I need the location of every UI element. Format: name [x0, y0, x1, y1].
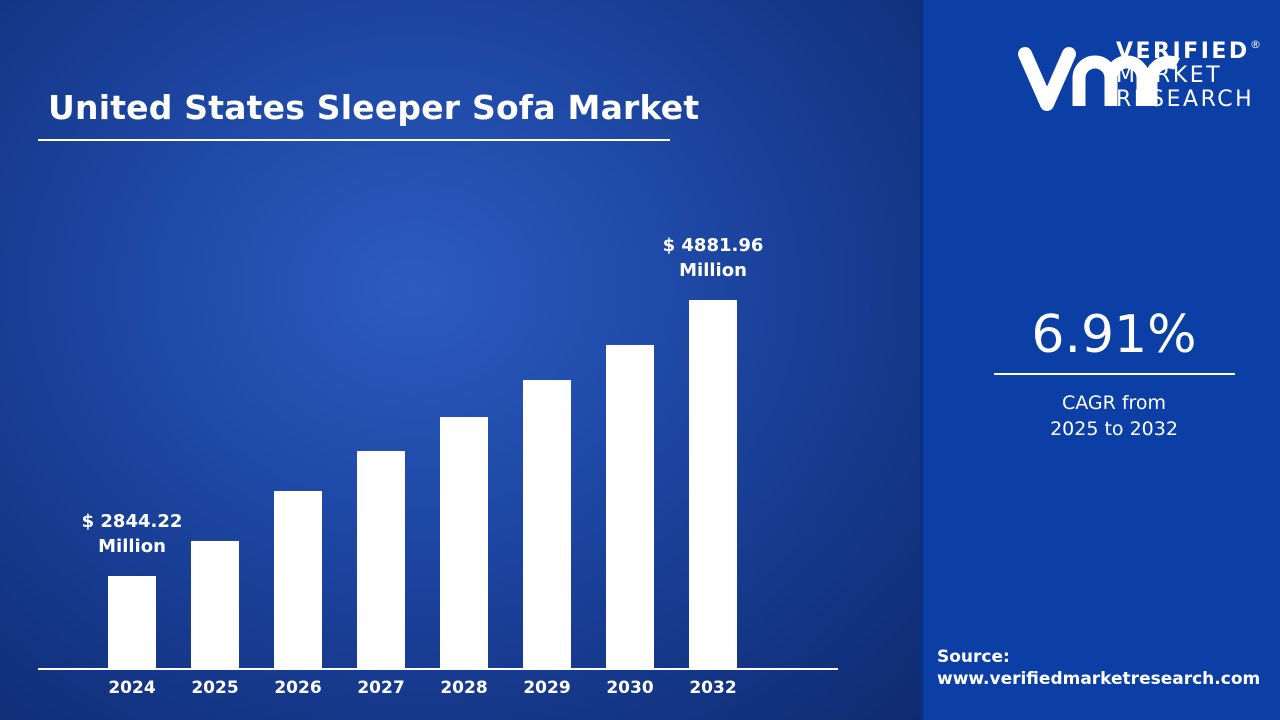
cagr-divider — [994, 373, 1235, 375]
title-underline — [38, 139, 670, 141]
x-tick-label: 2027 — [357, 678, 404, 698]
data-label-value: $ 4881.96 — [663, 235, 764, 256]
side-panel — [920, 0, 1280, 720]
data-label-unit: Million — [98, 536, 166, 557]
bar-2024 — [108, 576, 156, 669]
x-tick-label: 2026 — [274, 678, 321, 698]
bar-2030 — [606, 344, 654, 669]
source: Source: www.verifiedmarketresearch.com — [937, 646, 1260, 690]
bar-2032 — [689, 300, 737, 669]
brand-line-2: MARKET — [1116, 63, 1223, 88]
source-label: Source: — [937, 647, 1010, 667]
brand-line-1: VERIFIED — [1116, 39, 1250, 64]
bar-2028 — [440, 417, 488, 669]
brand-line-3: RESEARCH — [1116, 87, 1255, 112]
source-url[interactable]: www.verifiedmarketresearch.com — [937, 669, 1261, 689]
registered-mark: ® — [1250, 38, 1261, 51]
x-tick-label: 2032 — [689, 678, 736, 698]
x-tick-label: 2028 — [440, 678, 487, 698]
x-tick-label: 2025 — [191, 678, 238, 698]
data-label-unit: Million — [679, 260, 747, 281]
x-tick-label: 2024 — [108, 678, 155, 698]
x-tick-label: 2030 — [606, 678, 653, 698]
bar-2027 — [357, 451, 405, 669]
bar-2025 — [191, 540, 239, 669]
cagr-value: 6.91% — [1031, 305, 1197, 365]
cagr-label-line-1: CAGR from — [1061, 392, 1167, 414]
brand-name: VERIFIED MARKET RESEARCH — [1116, 40, 1254, 112]
cagr-label: CAGR from 2025 to 2032 — [994, 390, 1234, 442]
chart-title: United States Sleeper Sofa Market — [48, 88, 700, 127]
bar-chart: 2024 2025 2026 2027 2028 2029 2030 2032 $ 2844.2… — [38, 235, 838, 698]
bar-2026 — [274, 490, 322, 669]
cagr-label-line-2: 2025 to 2032 — [1050, 418, 1178, 440]
x-tick-label: 2029 — [523, 678, 570, 698]
vmr-logo-icon — [1018, 47, 1180, 111]
bar-2029 — [523, 380, 571, 669]
data-label-value: $ 2844.22 — [82, 511, 183, 532]
